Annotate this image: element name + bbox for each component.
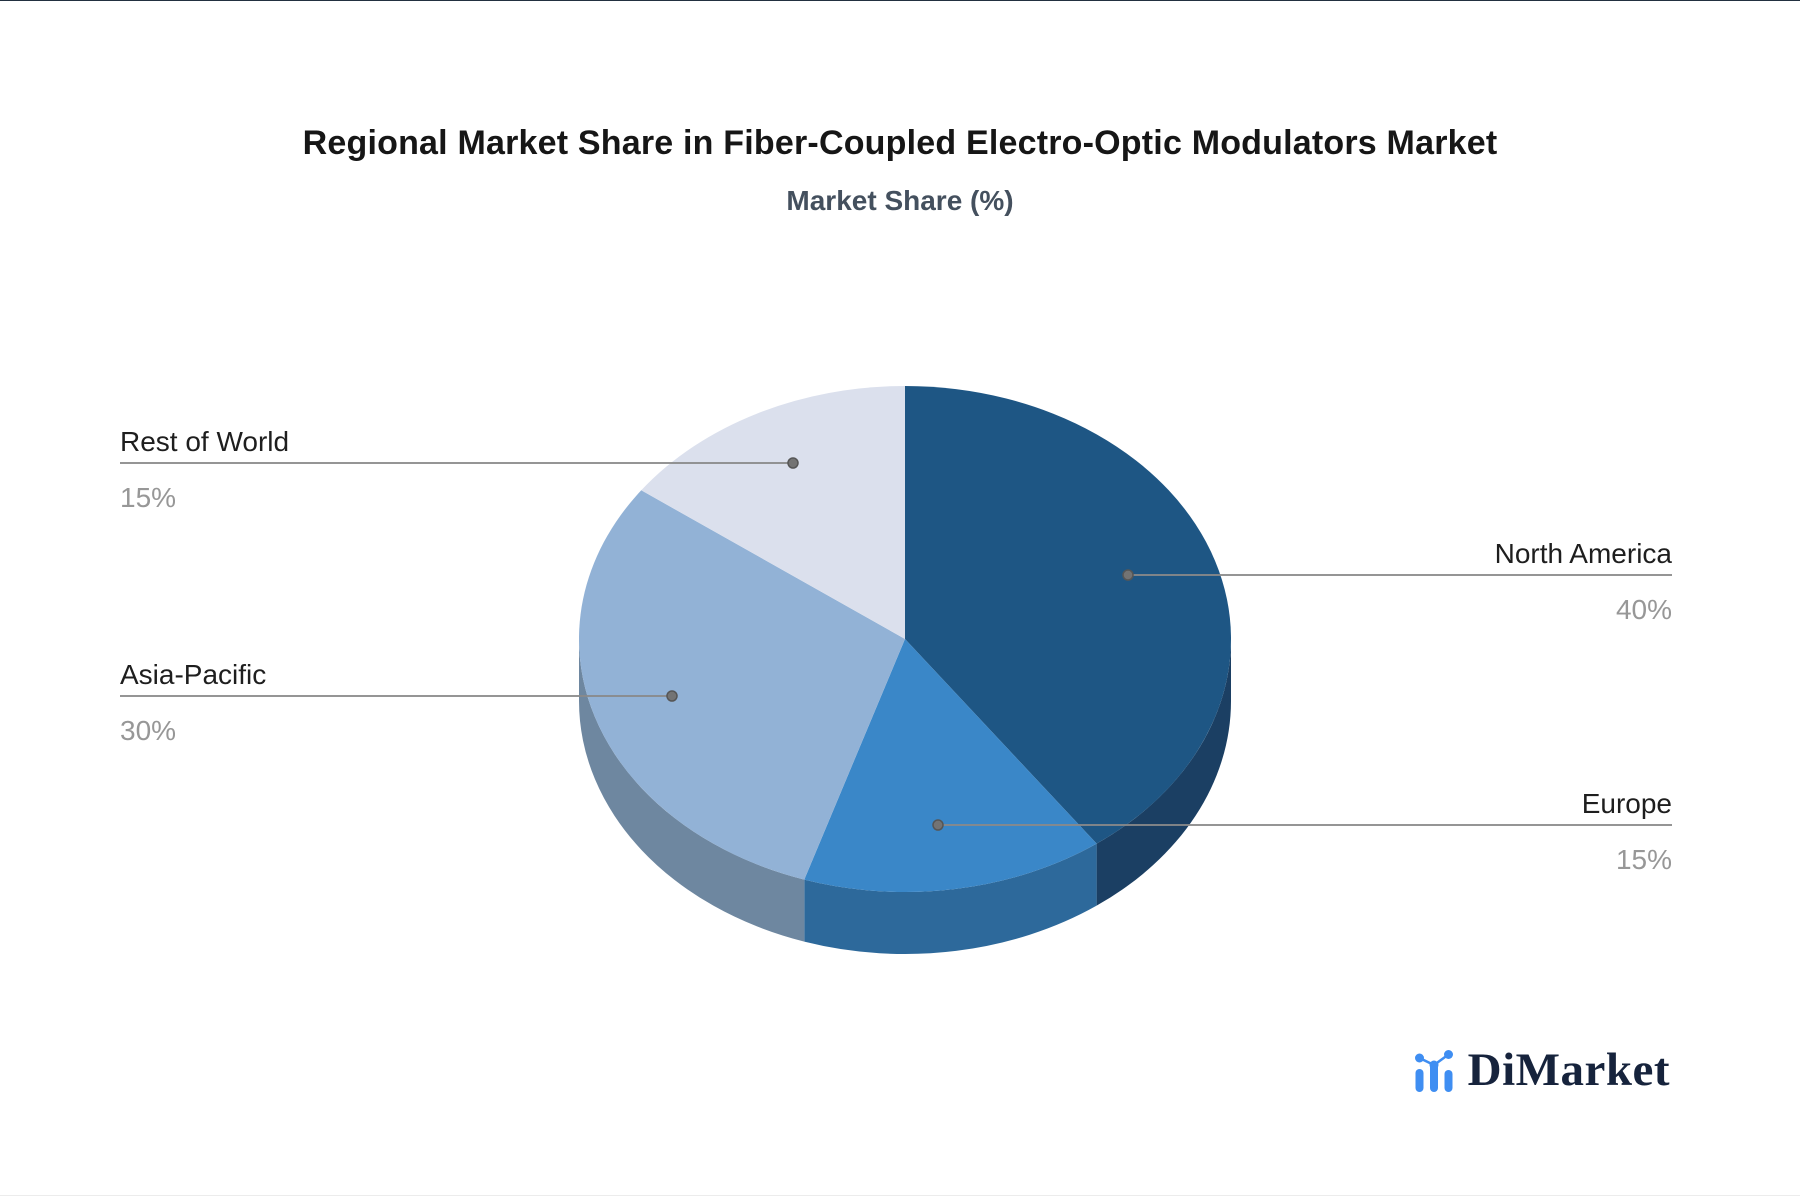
- segment-label: Europe: [1581, 788, 1672, 819]
- segment-value: 15%: [1615, 844, 1672, 875]
- callout-asia-pacific: Asia-Pacific 30%: [120, 658, 266, 748]
- brand-logo: DiMarket: [1414, 1043, 1670, 1097]
- leader-dot-asia-pacific: [666, 690, 678, 702]
- logo-bar-2: [1444, 1070, 1453, 1092]
- leader-dot-rest-of-world: [787, 457, 799, 469]
- pie-slice-rest-of-world: [641, 386, 905, 639]
- logo-bar-1: [1429, 1062, 1438, 1092]
- brand-name: DiMarket: [1467, 1044, 1670, 1096]
- logo-dot-2: [1443, 1050, 1453, 1059]
- logo-dot-0: [1414, 1053, 1424, 1063]
- chart-title: Regional Market Share in Fiber-Coupled E…: [302, 124, 1498, 162]
- segment-label: North America: [1494, 538, 1672, 569]
- chart-subtitle: Market Share (%): [786, 185, 1014, 216]
- leader-dot-north-america: [1122, 569, 1134, 581]
- leader-dot-europe: [932, 819, 944, 831]
- segment-value: 30%: [120, 715, 177, 746]
- pie-side-north-america: [1096, 639, 1231, 906]
- logo-bar-0: [1415, 1069, 1424, 1092]
- pie-slice-north-america: [905, 386, 1231, 844]
- bar-line-chart-icon: [1414, 1050, 1453, 1092]
- logo-dot-1: [1429, 1060, 1439, 1070]
- segment-label: Asia-Pacific: [120, 659, 267, 690]
- segment-value: 40%: [1615, 594, 1672, 625]
- pie-side-europe: [804, 843, 1097, 954]
- segment-value: 15%: [120, 482, 177, 513]
- pie-side-asia-pacific: [579, 639, 805, 942]
- callout-rest-of-world: Rest of World 15%: [120, 425, 289, 515]
- callout-north-america: North America 40%: [1495, 537, 1672, 627]
- pie-slice-asia-pacific: [578, 490, 905, 880]
- segment-label: Rest of World: [120, 426, 290, 457]
- callout-europe: Europe 15%: [1582, 787, 1672, 877]
- pie-slice-europe: [804, 639, 1097, 892]
